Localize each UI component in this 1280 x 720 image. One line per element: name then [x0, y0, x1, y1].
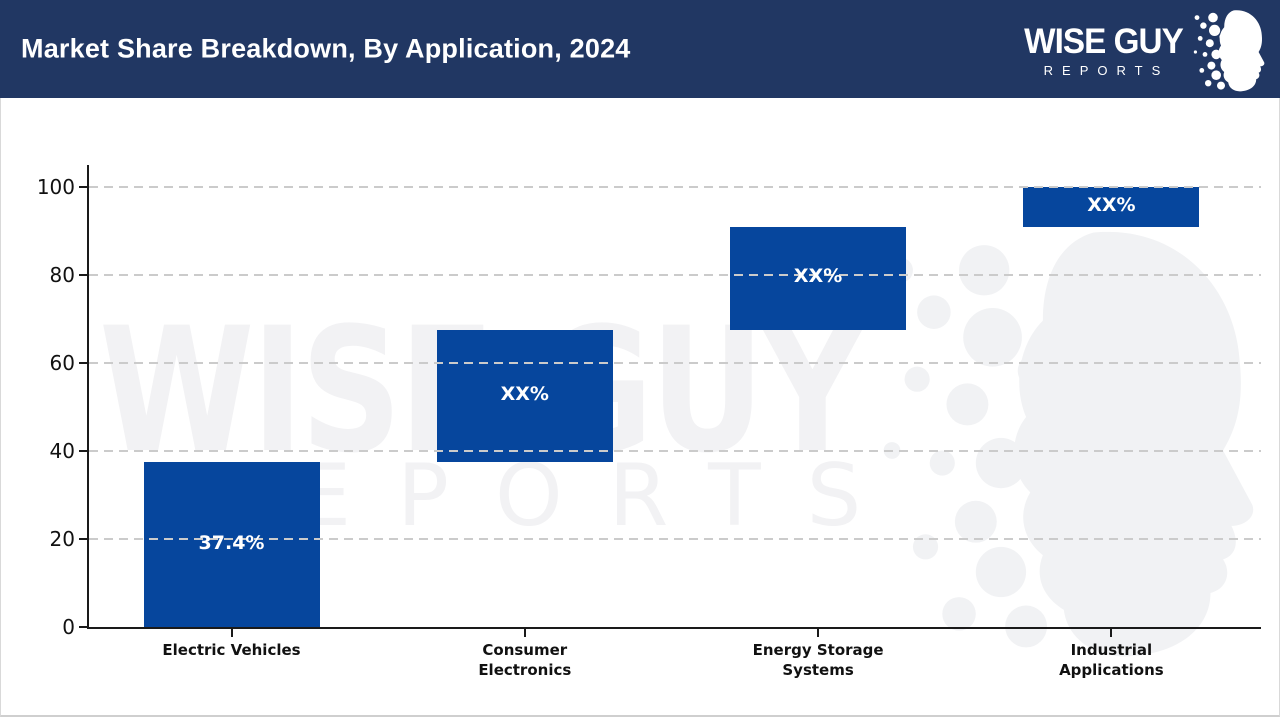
y-tick-label: 20 — [49, 527, 75, 551]
bar-segment — [143, 462, 320, 627]
y-tick-label: 0 — [62, 615, 75, 639]
gridline — [89, 450, 1261, 452]
x-category-label-line: Systems — [782, 661, 854, 679]
gridline — [89, 362, 1261, 364]
x-category-label-line: Applications — [1059, 661, 1164, 679]
x-axis-tick — [817, 629, 820, 637]
x-category-label: Energy Storage Systems — [698, 640, 938, 680]
bar-segment — [1023, 187, 1200, 227]
x-axis-line — [87, 627, 1261, 629]
bar-value-label: XX% — [500, 383, 549, 406]
x-category-label-line: Consumer — [482, 641, 568, 659]
bar-value-label: XX% — [793, 265, 843, 288]
x-category-label: Electric Vehicles — [112, 640, 352, 660]
x-category-label: Consumer Electronics — [405, 640, 645, 680]
y-axis-tick — [79, 450, 87, 452]
logo-wordmark-line1: WISE GUY — [1024, 22, 1184, 61]
y-axis-tick — [79, 538, 87, 540]
bar-segment — [730, 226, 907, 330]
y-tick-label: 100 — [36, 175, 75, 199]
y-axis-tick — [79, 626, 87, 628]
x-axis-tick — [523, 629, 526, 637]
x-category-label: Industrial Applications — [991, 640, 1231, 680]
header: Market Share Breakdown, By Application, … — [0, 0, 1280, 98]
chart-title: Market Share Breakdown, By Application, … — [21, 33, 631, 64]
gridline — [89, 186, 1261, 188]
bar-segment — [436, 330, 613, 463]
y-axis-tick — [79, 362, 87, 364]
x-axis-tick — [230, 629, 233, 637]
watermark-face-icon — [883, 231, 1254, 657]
y-tick-label: 80 — [49, 263, 75, 287]
x-category-label-line: Industrial — [1070, 641, 1153, 659]
y-axis-tick — [79, 274, 87, 276]
x-category-label-line: Energy Storage — [752, 641, 884, 659]
gridline — [89, 274, 1261, 276]
y-axis-tick — [79, 186, 87, 188]
bar-value-label: XX% — [1087, 193, 1136, 216]
x-axis-tick — [1110, 629, 1113, 637]
y-tick-label: 40 — [49, 439, 75, 463]
brand-logo: WISE GUY REPORTS — [1020, 8, 1269, 92]
x-category-label-line: Electric Vehicles — [162, 641, 301, 659]
chart-area: WISE GUY REPORTS 0 20 40 60 80 100 37.4% Electr… — [1, 98, 1280, 717]
y-tick-label: 60 — [49, 351, 75, 375]
bar-value-label: 37.4% — [198, 531, 265, 554]
x-category-label-line: Electronics — [478, 661, 572, 679]
logo-face-icon — [1193, 10, 1265, 92]
gridline — [89, 538, 1261, 540]
logo-wordmark: WISE GUY REPORTS — [1020, 22, 1187, 78]
y-axis-line — [87, 165, 89, 629]
logo-wordmark-line2: REPORTS — [1043, 63, 1170, 78]
